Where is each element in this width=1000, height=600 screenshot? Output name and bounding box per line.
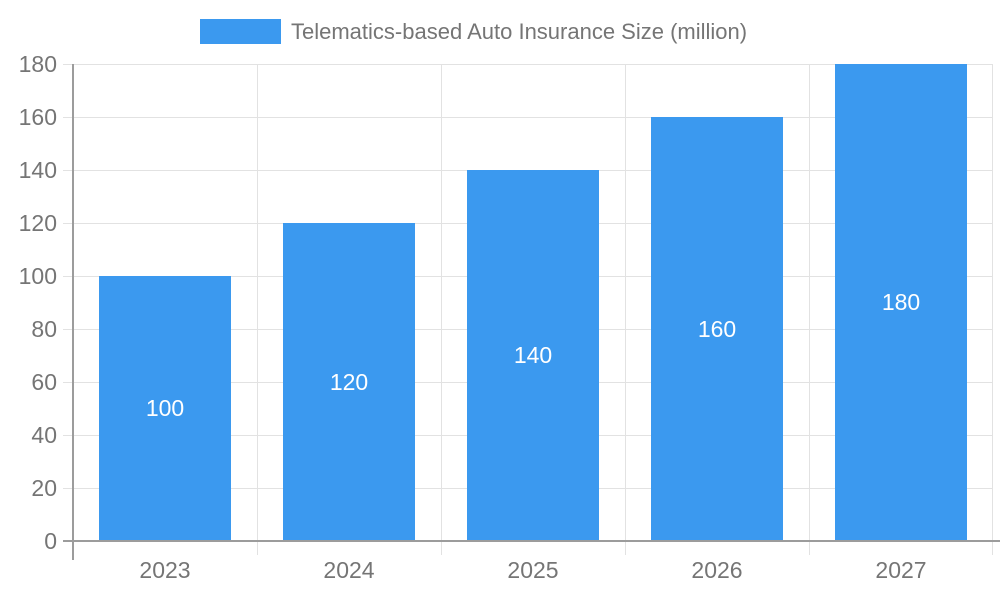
- v-gridline: [257, 64, 258, 555]
- y-tick-label: 180: [18, 51, 57, 77]
- bar-2023[interactable]: 100: [99, 276, 231, 541]
- plot-area: 100 120 140 160 180: [63, 64, 993, 555]
- bar-value-label: 140: [513, 342, 553, 368]
- x-tick-label: 2027: [875, 557, 927, 583]
- bar-2027[interactable]: 180: [835, 64, 967, 541]
- h-gridline: [63, 117, 993, 118]
- bar-value-label: 180: [881, 289, 921, 315]
- x-tick-label: 2026: [691, 557, 743, 583]
- bar-2024[interactable]: 120: [283, 223, 415, 541]
- y-tick-label: 80: [31, 316, 57, 342]
- y-tick-label: 160: [18, 104, 57, 130]
- bar-2026[interactable]: 160: [651, 117, 783, 541]
- y-tick-label: 140: [18, 157, 57, 183]
- h-gridline: [63, 64, 993, 65]
- y-tick-label: 0: [44, 528, 57, 554]
- v-gridline: [441, 64, 442, 555]
- x-tick-label: 2025: [507, 557, 559, 583]
- v-gridline: [625, 64, 626, 555]
- v-gridline: [809, 64, 810, 555]
- y-axis-line: [72, 64, 74, 560]
- y-tick-label: 100: [18, 263, 57, 289]
- x-axis-line: [63, 540, 1000, 542]
- y-tick-label: 120: [18, 210, 57, 236]
- legend: Telematics-based Auto Insurance Size (mi…: [0, 0, 1000, 56]
- y-tick-label: 60: [31, 369, 57, 395]
- bar-value-label: 100: [145, 395, 185, 421]
- y-tick-label: 20: [31, 475, 57, 501]
- v-gridline: [992, 64, 993, 555]
- legend-label[interactable]: Telematics-based Auto Insurance Size (mi…: [291, 19, 748, 44]
- bar-value-label: 120: [329, 368, 369, 395]
- bar-value-label: 160: [697, 315, 737, 342]
- legend-swatch-icon[interactable]: [200, 19, 281, 44]
- bar-2025[interactable]: 140: [467, 170, 599, 541]
- x-tick-label: 2024: [323, 557, 375, 583]
- y-tick-label: 40: [31, 422, 57, 448]
- x-tick-label: 2023: [139, 557, 191, 583]
